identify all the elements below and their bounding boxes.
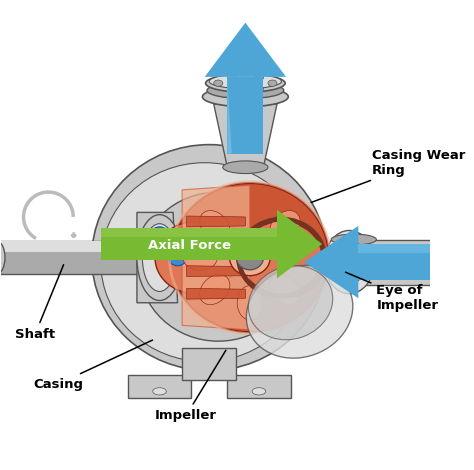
Ellipse shape [142, 224, 177, 291]
Ellipse shape [223, 161, 268, 173]
Ellipse shape [92, 145, 327, 370]
Polygon shape [182, 185, 250, 330]
Ellipse shape [139, 192, 297, 341]
Polygon shape [101, 228, 277, 237]
Ellipse shape [252, 388, 266, 395]
Polygon shape [228, 77, 264, 154]
Ellipse shape [237, 78, 254, 89]
Ellipse shape [334, 240, 365, 285]
Ellipse shape [206, 74, 285, 92]
Ellipse shape [183, 245, 218, 270]
Ellipse shape [172, 252, 178, 258]
Ellipse shape [200, 274, 230, 305]
Ellipse shape [268, 80, 277, 86]
Ellipse shape [255, 86, 264, 92]
Polygon shape [205, 23, 286, 77]
Ellipse shape [153, 388, 166, 395]
Polygon shape [354, 240, 453, 285]
Ellipse shape [237, 286, 263, 320]
Polygon shape [182, 348, 237, 380]
Polygon shape [358, 244, 474, 253]
Polygon shape [101, 228, 277, 260]
Ellipse shape [214, 80, 223, 86]
Ellipse shape [241, 221, 322, 294]
Ellipse shape [202, 87, 288, 107]
Polygon shape [0, 241, 160, 274]
Ellipse shape [229, 240, 270, 276]
Ellipse shape [270, 274, 300, 305]
Ellipse shape [155, 221, 237, 294]
Text: Casing: Casing [33, 340, 153, 391]
Ellipse shape [444, 237, 462, 287]
Ellipse shape [154, 229, 160, 235]
Ellipse shape [246, 266, 353, 358]
Ellipse shape [331, 234, 376, 245]
Polygon shape [228, 77, 232, 154]
Ellipse shape [101, 163, 309, 361]
Ellipse shape [137, 215, 182, 300]
Ellipse shape [248, 266, 333, 340]
Ellipse shape [228, 75, 237, 81]
Ellipse shape [0, 241, 5, 274]
Polygon shape [128, 375, 191, 398]
Ellipse shape [228, 86, 237, 92]
Polygon shape [187, 216, 246, 227]
Text: Shaft: Shaft [15, 265, 64, 341]
Polygon shape [214, 104, 277, 167]
Polygon shape [187, 239, 246, 250]
Ellipse shape [324, 230, 374, 294]
Polygon shape [187, 288, 246, 299]
Ellipse shape [169, 250, 187, 266]
Text: Casing Wear
Ring: Casing Wear Ring [311, 149, 465, 203]
Ellipse shape [138, 234, 156, 250]
Ellipse shape [150, 227, 169, 243]
Polygon shape [358, 244, 474, 280]
Text: Axial Force: Axial Force [148, 239, 231, 252]
Ellipse shape [209, 74, 282, 89]
Ellipse shape [207, 82, 284, 99]
Ellipse shape [163, 234, 182, 250]
Ellipse shape [171, 183, 329, 332]
Ellipse shape [166, 236, 173, 242]
Ellipse shape [255, 75, 264, 81]
Ellipse shape [237, 245, 264, 270]
Text: Eye of
Impeller: Eye of Impeller [346, 272, 438, 312]
Polygon shape [304, 226, 358, 298]
Polygon shape [277, 210, 322, 278]
Ellipse shape [141, 236, 147, 242]
Polygon shape [228, 375, 291, 398]
Polygon shape [0, 241, 160, 252]
Text: Impeller: Impeller [155, 350, 226, 422]
Polygon shape [187, 266, 246, 276]
Polygon shape [137, 212, 178, 303]
Ellipse shape [270, 211, 300, 241]
Ellipse shape [200, 211, 230, 241]
